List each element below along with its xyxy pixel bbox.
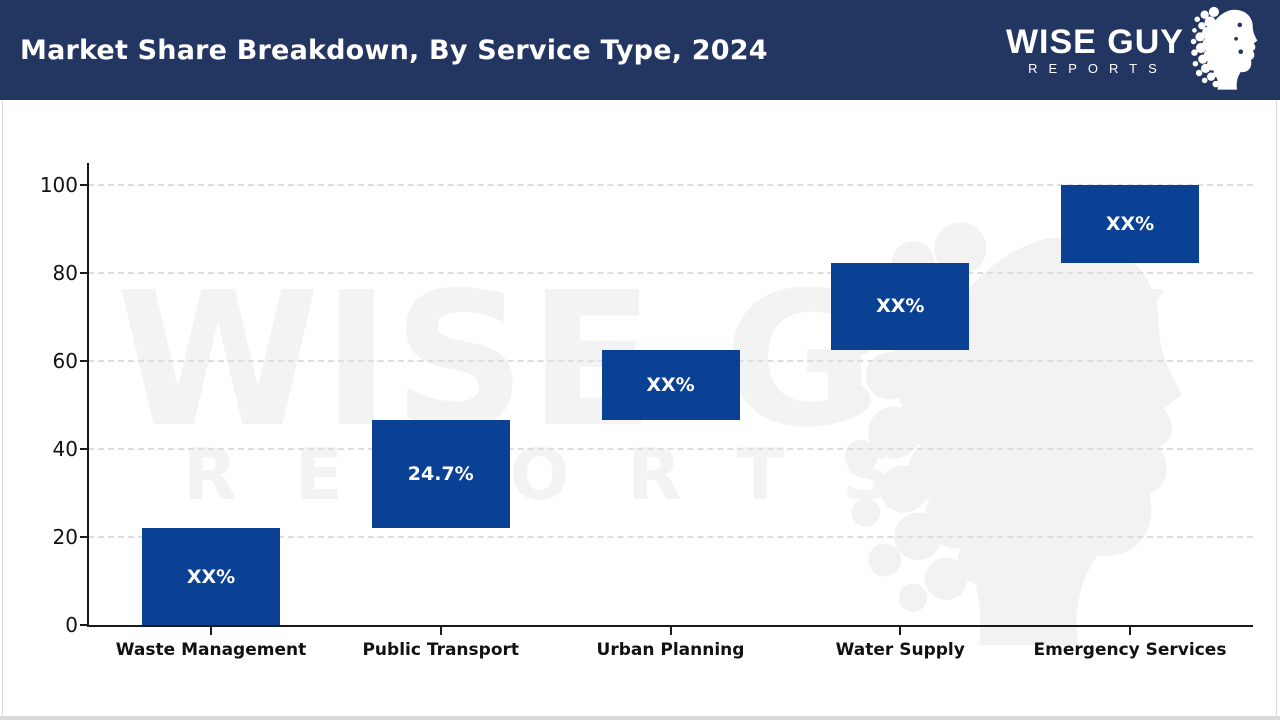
- x-axis-spine: [87, 625, 1253, 627]
- y-tick-mark: [80, 360, 88, 362]
- y-tick-mark: [80, 624, 88, 626]
- logo-wordmark: WISE GUY: [1005, 23, 1184, 61]
- wiseguy-logo: WISE GUY REPORTS: [1006, 6, 1262, 94]
- bar-value-label: XX%: [646, 373, 695, 396]
- watermark-head-icon: [822, 220, 1212, 645]
- bar-value-label: XX%: [186, 565, 236, 588]
- bar-segment: XX%: [142, 528, 280, 625]
- bar-value-label: 24.7%: [407, 462, 474, 485]
- wiseguy-logo-text: WISE GUY REPORTS: [1006, 25, 1184, 75]
- y-tick-mark: [80, 184, 88, 186]
- x-category-label: Emergency Services: [1033, 640, 1227, 660]
- x-tick-mark: [669, 627, 672, 635]
- wiseguy-head-icon: [1188, 6, 1262, 94]
- x-category-label: Urban Planning: [596, 640, 745, 660]
- bar-value-label: XX%: [876, 295, 925, 318]
- y-tick-label: 100: [39, 173, 78, 197]
- x-tick-mark: [899, 627, 902, 635]
- page-title: Market Share Breakdown, By Service Type,…: [20, 34, 768, 66]
- header-bar: Market Share Breakdown, By Service Type,…: [0, 0, 1280, 100]
- content-border-bottom: [0, 716, 1280, 720]
- x-tick-mark: [1129, 627, 1131, 635]
- content-border-right: [1276, 100, 1277, 716]
- bar-segment: XX%: [831, 262, 970, 350]
- logo-subtext: REPORTS: [1028, 61, 1168, 76]
- gridline-20: [88, 536, 1253, 538]
- x-category-label: Water Supply: [835, 640, 965, 660]
- x-tick-mark: [439, 627, 442, 635]
- x-tick-mark: [210, 627, 212, 635]
- content-border-left: [2, 100, 3, 716]
- y-tick-label: 0: [65, 613, 78, 637]
- y-tick-mark: [80, 272, 88, 274]
- y-tick-label: 20: [52, 525, 78, 549]
- bar-segment: XX%: [1061, 185, 1199, 263]
- x-category-label: Waste Management: [115, 640, 307, 660]
- y-tick-label: 60: [52, 349, 78, 373]
- x-category-label: Public Transport: [362, 640, 520, 660]
- bar-segment: 24.7%: [371, 419, 510, 529]
- gridline-40: [88, 448, 1253, 450]
- bar-segment: XX%: [601, 350, 740, 420]
- gridline-80: [88, 272, 1253, 274]
- watermark-subtext: REPORTS: [183, 434, 951, 516]
- y-tick-mark: [80, 536, 88, 538]
- y-axis-spine: [87, 163, 89, 627]
- y-tick-label: 80: [52, 261, 78, 285]
- gridline-100: [88, 184, 1253, 186]
- y-tick-label: 40: [52, 437, 78, 461]
- bar-value-label: XX%: [1105, 212, 1155, 235]
- y-tick-mark: [80, 448, 88, 450]
